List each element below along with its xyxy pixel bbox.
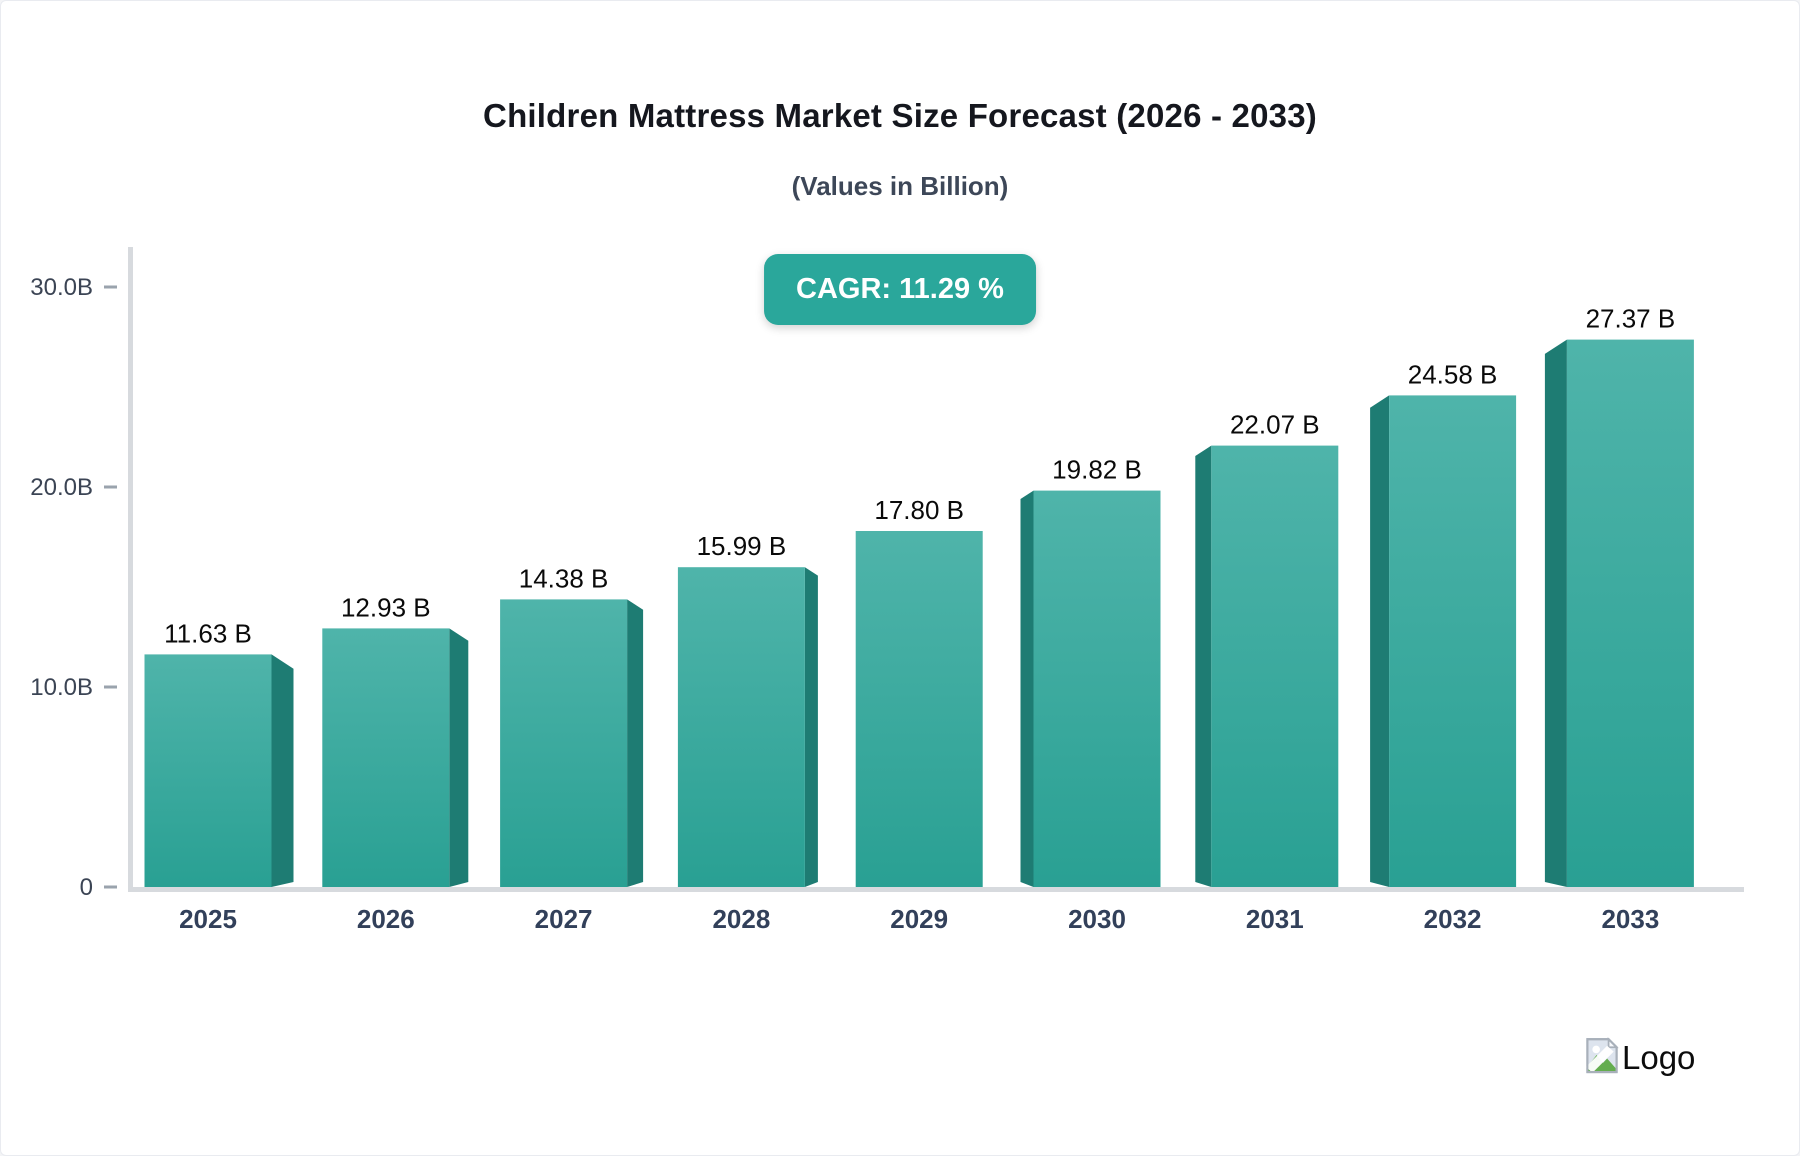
cagr-badge: CAGR: 11.29 % (764, 254, 1036, 325)
bar-2027[interactable] (500, 599, 644, 887)
value-label-2030: 19.82 B (1052, 455, 1142, 485)
bar-2029[interactable] (855, 531, 983, 887)
bar-side-face (804, 567, 818, 887)
bar-2025[interactable] (144, 654, 294, 887)
logo: Logo (1584, 1037, 1696, 1077)
x-axis-label-2025: 2025 (179, 904, 237, 934)
y-axis-label-20.0B: 20.0B (30, 474, 93, 501)
value-label-2027: 14.38 B (519, 563, 609, 593)
bar-2026[interactable] (322, 628, 469, 887)
bar-2030[interactable] (1020, 490, 1161, 887)
bar-2033[interactable] (1544, 339, 1694, 888)
bar-2031[interactable] (1195, 445, 1339, 887)
bar-2032[interactable] (1370, 395, 1517, 887)
bar-front-face (1211, 445, 1339, 887)
bar-front-face (677, 567, 805, 887)
x-axis-label-2031: 2031 (1246, 904, 1304, 934)
value-label-2032: 24.58 B (1408, 359, 1498, 389)
broken-image-icon (1585, 1037, 1619, 1074)
bar-front-face (1033, 490, 1161, 887)
x-axis-label-2033: 2033 (1601, 904, 1659, 934)
y-axis-label-30.0B: 30.0B (30, 274, 93, 301)
chart-subtitle: (Values in Billion) (791, 171, 1009, 201)
bar-side-face (627, 599, 644, 887)
bar-side-face (1370, 395, 1390, 887)
value-label-2031: 22.07 B (1230, 410, 1320, 440)
value-label-2033: 27.37 B (1586, 304, 1676, 334)
x-axis-label-2026: 2026 (357, 904, 415, 934)
bar-2028[interactable] (677, 567, 818, 887)
x-axis-label-2028: 2028 (712, 904, 770, 934)
bar-side-face (1195, 445, 1212, 887)
bar-side-face (1020, 490, 1034, 887)
bar-front-face (144, 654, 272, 887)
x-axis-label-2032: 2032 (1424, 904, 1482, 934)
value-label-2026: 12.93 B (341, 592, 431, 622)
y-axis-label-0: 0 (80, 874, 93, 901)
bar-side-face (271, 654, 294, 887)
bar-side-face (449, 628, 469, 887)
x-axis-label-2027: 2027 (535, 904, 593, 934)
value-label-2025: 11.63 B (164, 618, 252, 648)
logo-alt-text: Logo (1622, 1039, 1696, 1076)
x-axis-label-2029: 2029 (890, 904, 948, 934)
bar-front-face (1389, 395, 1517, 887)
value-label-2028: 15.99 B (697, 531, 787, 561)
bar-side-face (1544, 339, 1567, 888)
bar-front-face (322, 628, 450, 887)
bar-front-face (1566, 339, 1694, 888)
x-axis-label-2030: 2030 (1068, 904, 1126, 934)
value-label-2029: 17.80 B (874, 495, 964, 525)
bar-front-face (500, 599, 628, 887)
bar-front-face (855, 531, 983, 887)
chart-title: Children Mattress Market Size Forecast (… (483, 97, 1317, 134)
y-axis-label-10.0B: 10.0B (30, 674, 93, 701)
